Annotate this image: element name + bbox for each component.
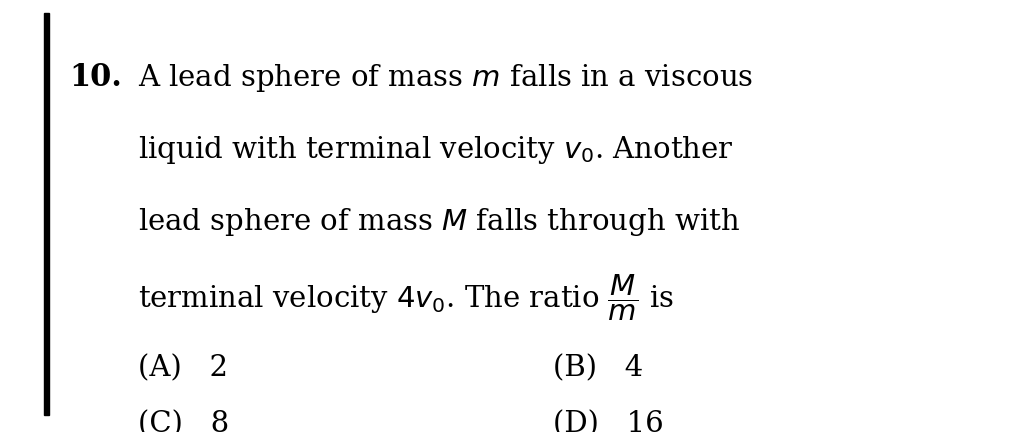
Text: (A)   2: (A) 2 [138,354,228,382]
Text: (C)   8: (C) 8 [138,410,229,432]
Text: A lead sphere of mass $m$ falls in a viscous: A lead sphere of mass $m$ falls in a vis… [138,62,754,95]
Bar [43,13,48,415]
Text: lead sphere of mass $M$ falls through with: lead sphere of mass $M$ falls through wi… [138,206,740,238]
Text: (D)   16: (D) 16 [553,410,664,432]
Text: (B)   4: (B) 4 [553,354,643,382]
Text: liquid with terminal velocity $v_0$. Another: liquid with terminal velocity $v_0$. Ano… [138,133,734,166]
Text: 10.: 10. [70,62,123,93]
Text: terminal velocity $4v_0$. The ratio $\dfrac{M}{m}$ is: terminal velocity $4v_0$. The ratio $\df… [138,273,674,323]
